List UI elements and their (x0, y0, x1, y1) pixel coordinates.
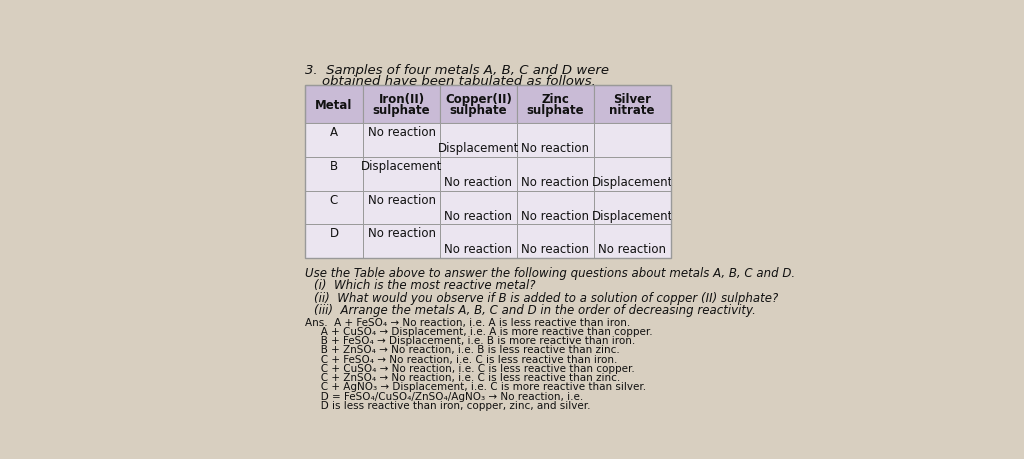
Text: (iii)  Arrange the metals A, B, C and D in the order of decreasing reactivity.: (iii) Arrange the metals A, B, C and D i… (314, 303, 756, 316)
Bar (305, 86, 364, 124)
Text: sulphate: sulphate (526, 104, 584, 117)
Text: Iron(II): Iron(II) (379, 93, 425, 106)
Bar (440, 86, 517, 124)
Bar (364, 124, 440, 157)
Bar (305, 225, 364, 259)
Bar (594, 191, 671, 225)
Bar (305, 86, 671, 259)
Text: No reaction: No reaction (368, 126, 435, 139)
Text: C + ZnSO₄ → No reaction, i.e. C is less reactive than zinc.: C + ZnSO₄ → No reaction, i.e. C is less … (311, 372, 621, 382)
Bar (305, 157, 364, 191)
Bar (364, 191, 440, 225)
Bar (305, 191, 364, 225)
Text: D = FeSO₄/CuSO₄/ZnSO₄/AgNO₃ → No reaction, i.e.: D = FeSO₄/CuSO₄/ZnSO₄/AgNO₃ → No reactio… (311, 391, 583, 401)
Text: No reaction: No reaction (444, 243, 512, 256)
Bar (517, 86, 594, 124)
Text: No reaction: No reaction (368, 193, 435, 206)
Bar (364, 225, 440, 259)
Text: No reaction: No reaction (521, 209, 589, 222)
Text: Displacement: Displacement (438, 142, 519, 155)
Text: B + FeSO₄ → Displacement, i.e. B is more reactive than iron.: B + FeSO₄ → Displacement, i.e. B is more… (311, 336, 635, 346)
Text: Displacement: Displacement (592, 175, 673, 188)
Bar (440, 191, 517, 225)
Text: No reaction: No reaction (521, 175, 589, 188)
Bar (594, 225, 671, 259)
Text: A: A (330, 126, 338, 139)
Text: D: D (330, 227, 339, 240)
Text: Displacement: Displacement (592, 209, 673, 222)
Text: A + CuSO₄ → Displacement, i.e. A is more reactive than copper.: A + CuSO₄ → Displacement, i.e. A is more… (311, 326, 652, 336)
Text: Metal: Metal (315, 98, 352, 112)
Text: 3.  Samples of four metals A, B, C and D were: 3. Samples of four metals A, B, C and D … (305, 64, 608, 77)
Text: No reaction: No reaction (444, 209, 512, 222)
Text: Zinc: Zinc (542, 93, 569, 106)
Text: sulphate: sulphate (450, 104, 507, 117)
Bar (364, 157, 440, 191)
Bar (517, 191, 594, 225)
Text: sulphate: sulphate (373, 104, 430, 117)
Text: (ii)  What would you observe if B is added to a solution of copper (II) sulphate: (ii) What would you observe if B is adde… (314, 291, 778, 304)
Text: C: C (330, 193, 338, 206)
Bar (517, 157, 594, 191)
Bar (594, 86, 671, 124)
Text: No reaction: No reaction (598, 243, 666, 256)
Text: B: B (330, 159, 338, 173)
Text: Ans.  A + FeSO₄ → No reaction, i.e. A is less reactive than iron.: Ans. A + FeSO₄ → No reaction, i.e. A is … (305, 317, 630, 327)
Text: Use the Table above to answer the following questions about metals A, B, C and D: Use the Table above to answer the follow… (305, 266, 795, 280)
Text: No reaction: No reaction (521, 142, 589, 155)
Text: C + AgNO₃ → Displacement, i.e. C is more reactive than silver.: C + AgNO₃ → Displacement, i.e. C is more… (311, 381, 646, 392)
Text: B + ZnSO₄ → No reaction, i.e. B is less reactive than zinc.: B + ZnSO₄ → No reaction, i.e. B is less … (311, 345, 620, 355)
Text: C + FeSO₄ → No reaction, i.e. C is less reactive than iron.: C + FeSO₄ → No reaction, i.e. C is less … (311, 354, 617, 364)
Bar (440, 124, 517, 157)
Text: Silver: Silver (613, 93, 651, 106)
Text: No reaction: No reaction (521, 243, 589, 256)
Text: No reaction: No reaction (368, 227, 435, 240)
Bar (305, 124, 364, 157)
Text: (i)  Which is the most reactive metal?: (i) Which is the most reactive metal? (314, 279, 536, 291)
Text: Displacement: Displacement (360, 159, 442, 173)
Text: D is less reactive than iron, copper, zinc, and silver.: D is less reactive than iron, copper, zi… (311, 400, 591, 410)
Bar (517, 124, 594, 157)
Text: obtained have been tabulated as follows.: obtained have been tabulated as follows. (305, 75, 596, 88)
Text: No reaction: No reaction (444, 175, 512, 188)
Text: Copper(II): Copper(II) (445, 93, 512, 106)
Text: nitrate: nitrate (609, 104, 654, 117)
Bar (594, 157, 671, 191)
Bar (440, 157, 517, 191)
Bar (517, 225, 594, 259)
Bar (594, 124, 671, 157)
Bar (440, 225, 517, 259)
Bar (364, 86, 440, 124)
Text: C + CuSO₄ → No reaction, i.e. C is less reactive than copper.: C + CuSO₄ → No reaction, i.e. C is less … (311, 363, 635, 373)
